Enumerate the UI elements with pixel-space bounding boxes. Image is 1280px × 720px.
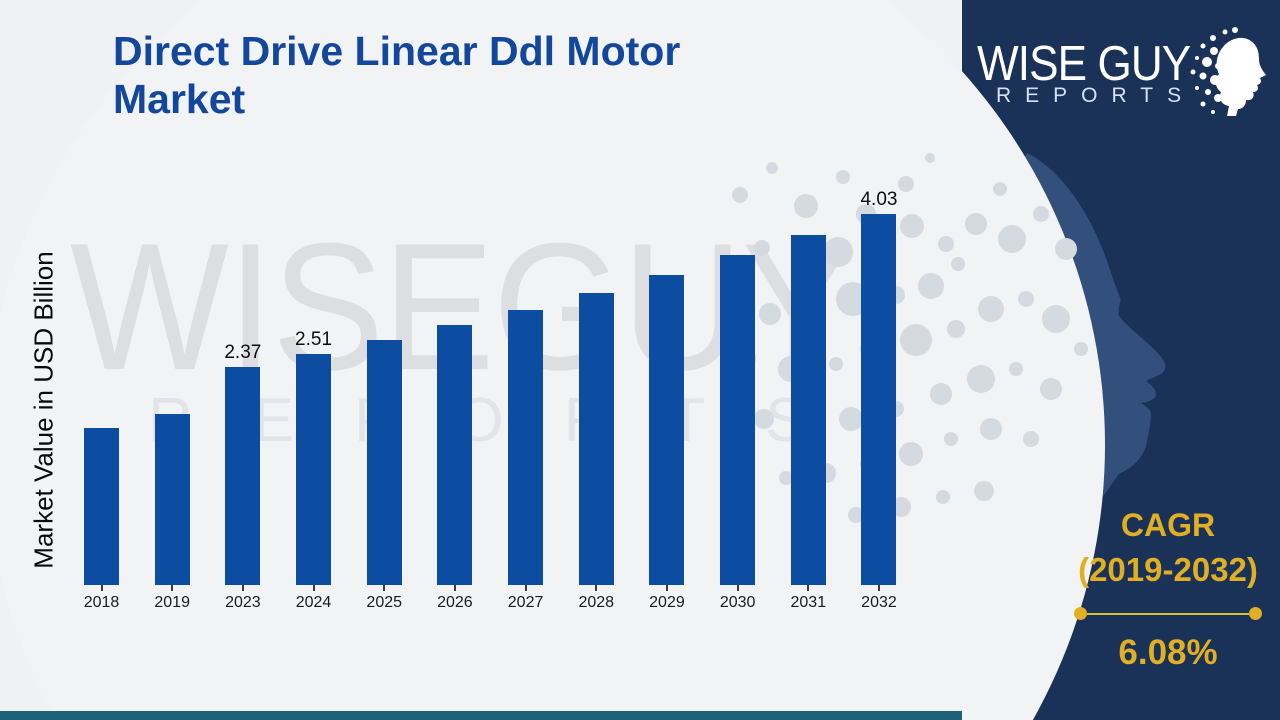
x-axis-tick: [100, 585, 103, 591]
bar-group-2028: 2028: [560, 293, 632, 611]
bar-group-2025: 2025: [348, 340, 420, 611]
x-tick-label-2024: 2024: [295, 594, 332, 611]
bar-group-2019: 2019: [136, 414, 208, 611]
x-tick-label-2032: 2032: [861, 594, 897, 611]
x-axis-tick: [524, 585, 527, 591]
x-axis-tick: [807, 585, 810, 591]
x-axis-tick: [595, 585, 598, 591]
x-axis-tick: [665, 585, 668, 591]
divider-dot-left: [1074, 607, 1087, 621]
x-axis-tick: [241, 585, 244, 591]
x-tick-label-2018: 2018: [83, 594, 120, 611]
x-tick-label-2030: 2030: [719, 594, 756, 611]
bar-2018: [84, 428, 119, 585]
bar-group-2031: 2031: [772, 235, 844, 611]
bar-2030: [720, 255, 756, 585]
logo-wiseguy-text: WISE GUY: [977, 37, 1191, 91]
bar-2024: [296, 354, 332, 585]
bottom-accent-strip: [0, 711, 962, 720]
bar-group-2024: 2.51 2024: [278, 329, 350, 611]
x-axis-tick: [383, 585, 386, 591]
divider-dot-right: [1249, 607, 1262, 621]
x-axis-tick: [171, 585, 174, 591]
bar-2027: [508, 310, 544, 585]
bar-2029: [649, 275, 685, 585]
x-axis-tick: [453, 585, 456, 591]
x-tick-label-2027: 2027: [507, 594, 544, 611]
x-tick-label-2023: 2023: [225, 594, 261, 611]
x-tick-label-2025: 2025: [366, 594, 403, 611]
x-tick-label-2028: 2028: [578, 594, 615, 611]
bar-group-2018: 2018: [66, 428, 138, 611]
cagr-heading: CAGR: [1120, 507, 1216, 543]
x-tick-label-2029: 2029: [649, 594, 685, 611]
bar-2028: [578, 293, 614, 585]
bar-group-2023: 2.37 2023: [207, 342, 279, 611]
bar-2023: [225, 367, 261, 585]
bar-2025: [366, 340, 402, 585]
x-axis-tick: [312, 585, 315, 591]
bar-2026: [437, 325, 473, 585]
bar-2032: [861, 214, 897, 585]
x-axis-tick: [736, 585, 739, 591]
x-tick-label-2031: 2031: [790, 594, 827, 611]
cagr-range: (2019-2032): [1078, 550, 1258, 588]
bar-group-2029: 2029: [631, 275, 703, 611]
bar-value-label-2024: 2.51: [295, 329, 333, 350]
background-circle: [0, 0, 1105, 720]
cagr-block: CAGR (2019-2032) 6.08%: [1056, 507, 1280, 673]
bar-group-2027: 2027: [490, 310, 562, 611]
bar-group-2032: 4.03 2032: [843, 189, 915, 611]
cagr-divider: [1074, 607, 1262, 621]
bar-2031: [790, 235, 826, 585]
x-tick-label-2019: 2019: [154, 594, 190, 611]
divider-rule: [1087, 612, 1249, 615]
bar-2019: [154, 414, 190, 585]
bar-group-2030: 2030: [702, 255, 774, 611]
x-axis-tick: [877, 585, 880, 591]
logo-reports-text: REPORTS: [996, 84, 1196, 107]
page-title: Direct Drive Linear Ddl Motor Market: [113, 28, 681, 122]
bar-value-label-2023: 2.37: [224, 342, 262, 363]
bar-value-label-2032: 4.03: [860, 189, 898, 210]
logo-head-icon: [1190, 27, 1266, 116]
x-tick-label-2026: 2026: [437, 594, 473, 611]
cagr-value: 6.08%: [1118, 633, 1218, 673]
bar-chart: 2018 2019 2.37 2023 2.51 2024 2025 2026 2027 2028…: [66, 189, 915, 611]
bar-group-2026: 2026: [419, 325, 491, 611]
